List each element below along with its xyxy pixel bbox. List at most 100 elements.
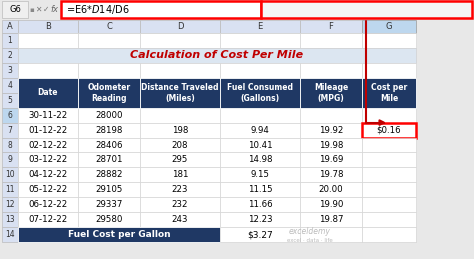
Bar [220,227,300,242]
Bar [2,197,18,212]
Bar [140,182,220,197]
Bar [220,123,300,138]
Bar [78,153,140,167]
Text: 7: 7 [8,126,12,135]
Bar [220,153,300,167]
Bar [2,48,18,63]
Text: 19.90: 19.90 [319,200,343,209]
Bar [362,167,416,182]
Text: 14: 14 [5,230,15,239]
Bar [220,212,300,227]
Bar [2,123,18,138]
Text: 2: 2 [8,51,12,60]
Bar [140,108,220,123]
Text: 9.15: 9.15 [250,170,270,179]
Text: 9: 9 [8,155,12,164]
Bar [362,227,416,242]
Text: 9.94: 9.94 [251,126,269,135]
Bar [18,48,416,63]
Bar [300,197,362,212]
Text: =E6*$D$14/D6: =E6*$D$14/D6 [66,3,129,16]
Bar [78,197,140,212]
Bar [2,63,18,78]
Text: 05-12-22: 05-12-22 [28,185,68,194]
Bar [18,123,78,138]
Text: 29580: 29580 [95,215,123,224]
Bar [220,227,300,242]
Bar [300,227,362,242]
Bar [220,63,300,78]
Text: 19.98: 19.98 [319,140,343,149]
Bar [18,63,78,78]
Bar [2,182,18,197]
Bar [78,63,140,78]
Text: Fuel Consumed
(Gallons): Fuel Consumed (Gallons) [227,83,293,103]
Bar [78,212,140,227]
Text: 223: 223 [172,185,188,194]
Bar [220,197,300,212]
Text: 29337: 29337 [95,200,123,209]
Bar [18,167,78,182]
Bar [362,212,416,227]
Text: F: F [328,22,333,31]
Text: Distance Traveled
(Miles): Distance Traveled (Miles) [141,83,219,103]
Text: ✓: ✓ [43,5,49,14]
Text: 243: 243 [172,215,188,224]
Bar [300,63,362,78]
Bar [300,182,362,197]
Bar [300,108,362,123]
Bar [2,20,18,33]
Text: 03-12-22: 03-12-22 [28,155,68,164]
Bar [2,78,18,93]
Bar [220,108,300,123]
Text: Odometer
Reading: Odometer Reading [87,83,130,103]
Bar [362,33,416,48]
Text: 13: 13 [5,215,15,224]
Text: 02-12-22: 02-12-22 [28,140,68,149]
Text: A: A [7,22,13,31]
Text: 19.87: 19.87 [319,215,343,224]
Text: exceldemy: exceldemy [289,227,331,236]
Bar [300,153,362,167]
Text: Date: Date [38,88,58,97]
Bar [362,20,416,33]
Bar [300,33,362,48]
Text: G: G [386,22,392,31]
Bar [18,138,78,153]
Text: 10: 10 [5,170,15,179]
Text: 28882: 28882 [95,170,123,179]
Bar [362,108,416,123]
Bar [2,153,18,167]
Text: 3: 3 [8,66,12,75]
Text: Cost per
Mile: Cost per Mile [371,83,407,103]
Bar [18,227,220,242]
Text: 1: 1 [8,36,12,45]
Text: C: C [106,22,112,31]
Text: 4: 4 [8,81,12,90]
Text: 232: 232 [172,200,188,209]
Bar [18,78,78,108]
Bar [220,138,300,153]
Bar [300,123,362,138]
Text: 12.23: 12.23 [248,215,272,224]
Text: G6: G6 [9,5,21,14]
Bar [220,33,300,48]
Bar [2,108,18,123]
Text: 28000: 28000 [95,111,123,120]
Bar [220,167,300,182]
Bar [300,78,362,108]
Bar [140,78,220,108]
Bar [2,138,18,153]
Text: 28198: 28198 [95,126,123,135]
Text: ✕: ✕ [35,5,41,14]
Bar [61,1,261,18]
Text: 19.92: 19.92 [319,126,343,135]
Text: 14.98: 14.98 [248,155,272,164]
Bar [140,227,220,242]
Bar [78,138,140,153]
Text: B: B [45,22,51,31]
Bar [220,182,300,197]
Bar [362,182,416,197]
Text: 20.00: 20.00 [319,185,343,194]
Bar [362,227,416,242]
